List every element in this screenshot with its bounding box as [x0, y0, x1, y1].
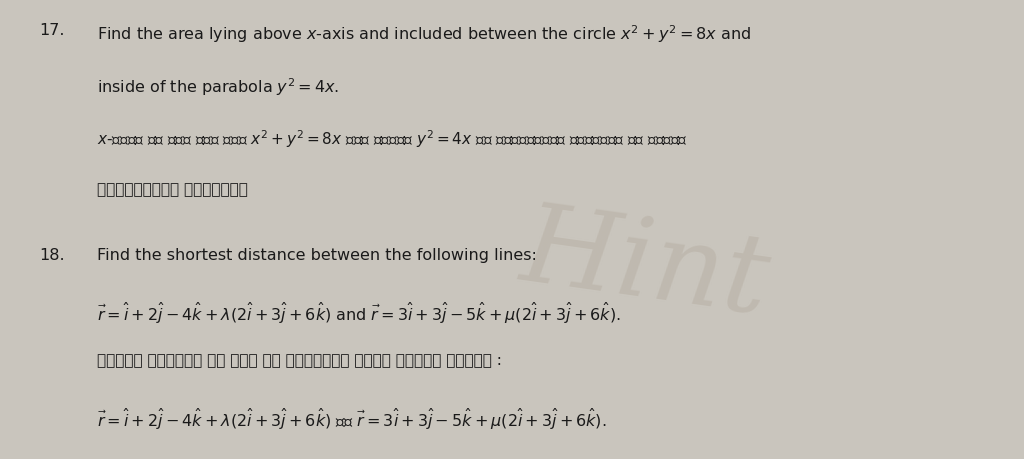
Text: 18.: 18.: [39, 247, 65, 262]
Text: $\vec{r} = \hat{i} + 2\hat{j} - 4\hat{k} + \lambda(2\hat{i} + 3\hat{j} + 6\hat{k: $\vec{r} = \hat{i} + 2\hat{j} - 4\hat{k}…: [97, 300, 621, 325]
Text: $\vec{r} = \hat{i} + 2\hat{j} - 4\hat{k} + \lambda(2\hat{i} + 3\hat{j} + 6\hat{k: $\vec{r} = \hat{i} + 2\hat{j} - 4\hat{k}…: [97, 406, 607, 431]
Text: क्षेत्रफल कीजिये।: क्षेत्रफल कीजिये।: [97, 181, 248, 196]
Text: inside of the parabola $y^2 = 4x$.: inside of the parabola $y^2 = 4x$.: [97, 76, 340, 97]
Text: Hint: Hint: [514, 196, 776, 336]
Text: Find the shortest distance between the following lines:: Find the shortest distance between the f…: [97, 247, 538, 262]
Text: निम्न रेखाओं के बीच की न्यूनतम दूरी ज्ञात कीजिए :: निम्न रेखाओं के बीच की न्यूनतम दूरी ज्ञा…: [97, 353, 502, 368]
Text: 17.: 17.: [39, 23, 65, 38]
Text: $x$-अक्ष के ऊपर तथा वृत $x^2 + y^2 = 8x$ एवं परवलय $y^2 = 4x$ के मध्यवर्ती क्षेत: $x$-अक्ष के ऊपर तथा वृत $x^2 + y^2 = 8x$…: [97, 129, 688, 150]
Text: Find the area lying above $x$-axis and included between the circle $x^2 + y^2 = : Find the area lying above $x$-axis and i…: [97, 23, 752, 45]
